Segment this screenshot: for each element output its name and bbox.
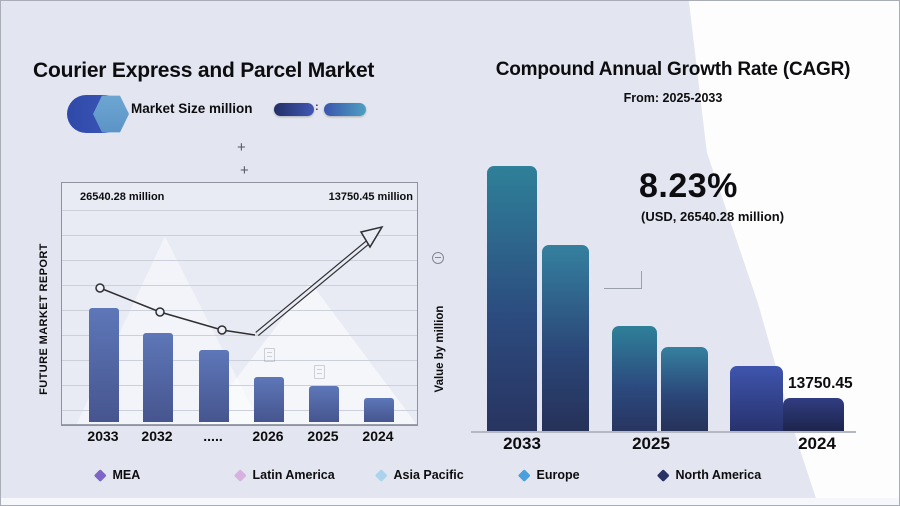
legend-diamond-icon — [375, 468, 388, 482]
plus-icon: + — [240, 162, 249, 179]
y-axis-label: Value by million — [434, 305, 446, 393]
x-axis-line — [471, 431, 856, 433]
market-size-chart: 26540.28 million 13750.45 million — [61, 182, 418, 426]
gridline — [62, 210, 417, 211]
bar-2024 — [364, 398, 394, 422]
legend-diamond-icon — [234, 468, 247, 482]
legend-item-asia-pacific: Asia Pacific — [375, 468, 464, 482]
zoom-out-icon — [432, 252, 444, 264]
gridline — [62, 285, 417, 286]
bar-2033 — [89, 308, 119, 422]
cagr-percentage: 8.23% — [639, 167, 738, 205]
cagr-caption: (USD, 26540.28 million) — [641, 209, 785, 224]
document-icon — [264, 348, 275, 362]
document-icon — [314, 365, 325, 379]
x-tick-label: 2024 — [798, 434, 836, 453]
cagr-bar — [487, 166, 537, 432]
x-tick-label: 2026 — [252, 428, 284, 444]
gridline — [62, 260, 417, 261]
legend-diamond-icon — [94, 468, 107, 482]
cagr-bar — [661, 347, 708, 432]
gridline — [62, 410, 417, 411]
legend-label: Latin America — [252, 468, 335, 482]
gridline — [62, 310, 417, 311]
gridline — [62, 360, 417, 361]
bar-2025 — [309, 386, 339, 422]
market-size-label: Market Size million — [131, 101, 253, 116]
bar-2032 — [143, 333, 173, 422]
cagr-bar — [730, 366, 783, 432]
page-title: Courier Express and Parcel Market — [33, 59, 375, 82]
cagr-header: Compound Annual Growth Rate (CAGR) From:… — [469, 59, 877, 105]
cagr-bar — [542, 245, 589, 432]
legend-label: North America — [675, 468, 762, 482]
bar-data-label: 13750.45 — [788, 375, 853, 392]
gridline — [62, 235, 417, 236]
legend-label: Europe — [536, 468, 580, 482]
market-size-icon — [67, 95, 129, 133]
x-tick-label: 2025 — [632, 434, 670, 453]
legend-item-europe: Europe — [518, 468, 580, 482]
bar-..... — [199, 350, 229, 422]
start-value-annotation: 26540.28 million — [80, 191, 165, 203]
plus-icon: + — [237, 139, 246, 156]
legend-diamond-icon — [518, 468, 531, 482]
legend-label: Asia Pacific — [393, 468, 464, 482]
cagr-bar — [612, 326, 657, 432]
bar-2026 — [254, 377, 284, 422]
corner-bracket-decoration — [604, 271, 642, 289]
gradient-pill-icon — [274, 103, 314, 116]
trend-line-overlay — [95, 225, 384, 337]
legend-item-latin-america: Latin America — [234, 468, 335, 482]
legend-item-mea: MEA — [94, 468, 141, 482]
bottom-edge-strip — [1, 498, 899, 505]
side-watermark-text: FUTURE MARKET REPORT — [38, 243, 50, 395]
legend-diamond-icon — [657, 468, 670, 482]
cagr-title: Compound Annual Growth Rate (CAGR) — [495, 59, 851, 80]
x-tick-label: 2033 — [87, 428, 119, 444]
gridline — [62, 335, 417, 336]
x-tick-label: ..... — [203, 428, 223, 444]
legend-label: MEA — [112, 468, 141, 482]
cagr-subtitle: From: 2025-2033 — [623, 91, 723, 105]
x-axis-line — [62, 424, 417, 425]
gradient-pill-icon — [324, 103, 366, 116]
end-value-annotation: 13750.45 million — [328, 191, 413, 203]
legend-item-north-america: North America — [657, 468, 762, 482]
x-tick-label: 2024 — [362, 428, 394, 444]
cagr-bar — [783, 398, 844, 432]
x-tick-label: 2032 — [141, 428, 173, 444]
x-tick-label: 2025 — [307, 428, 339, 444]
pill-separator: : — [315, 101, 319, 113]
gridline — [62, 385, 417, 386]
x-tick-label: 2033 — [503, 434, 541, 453]
